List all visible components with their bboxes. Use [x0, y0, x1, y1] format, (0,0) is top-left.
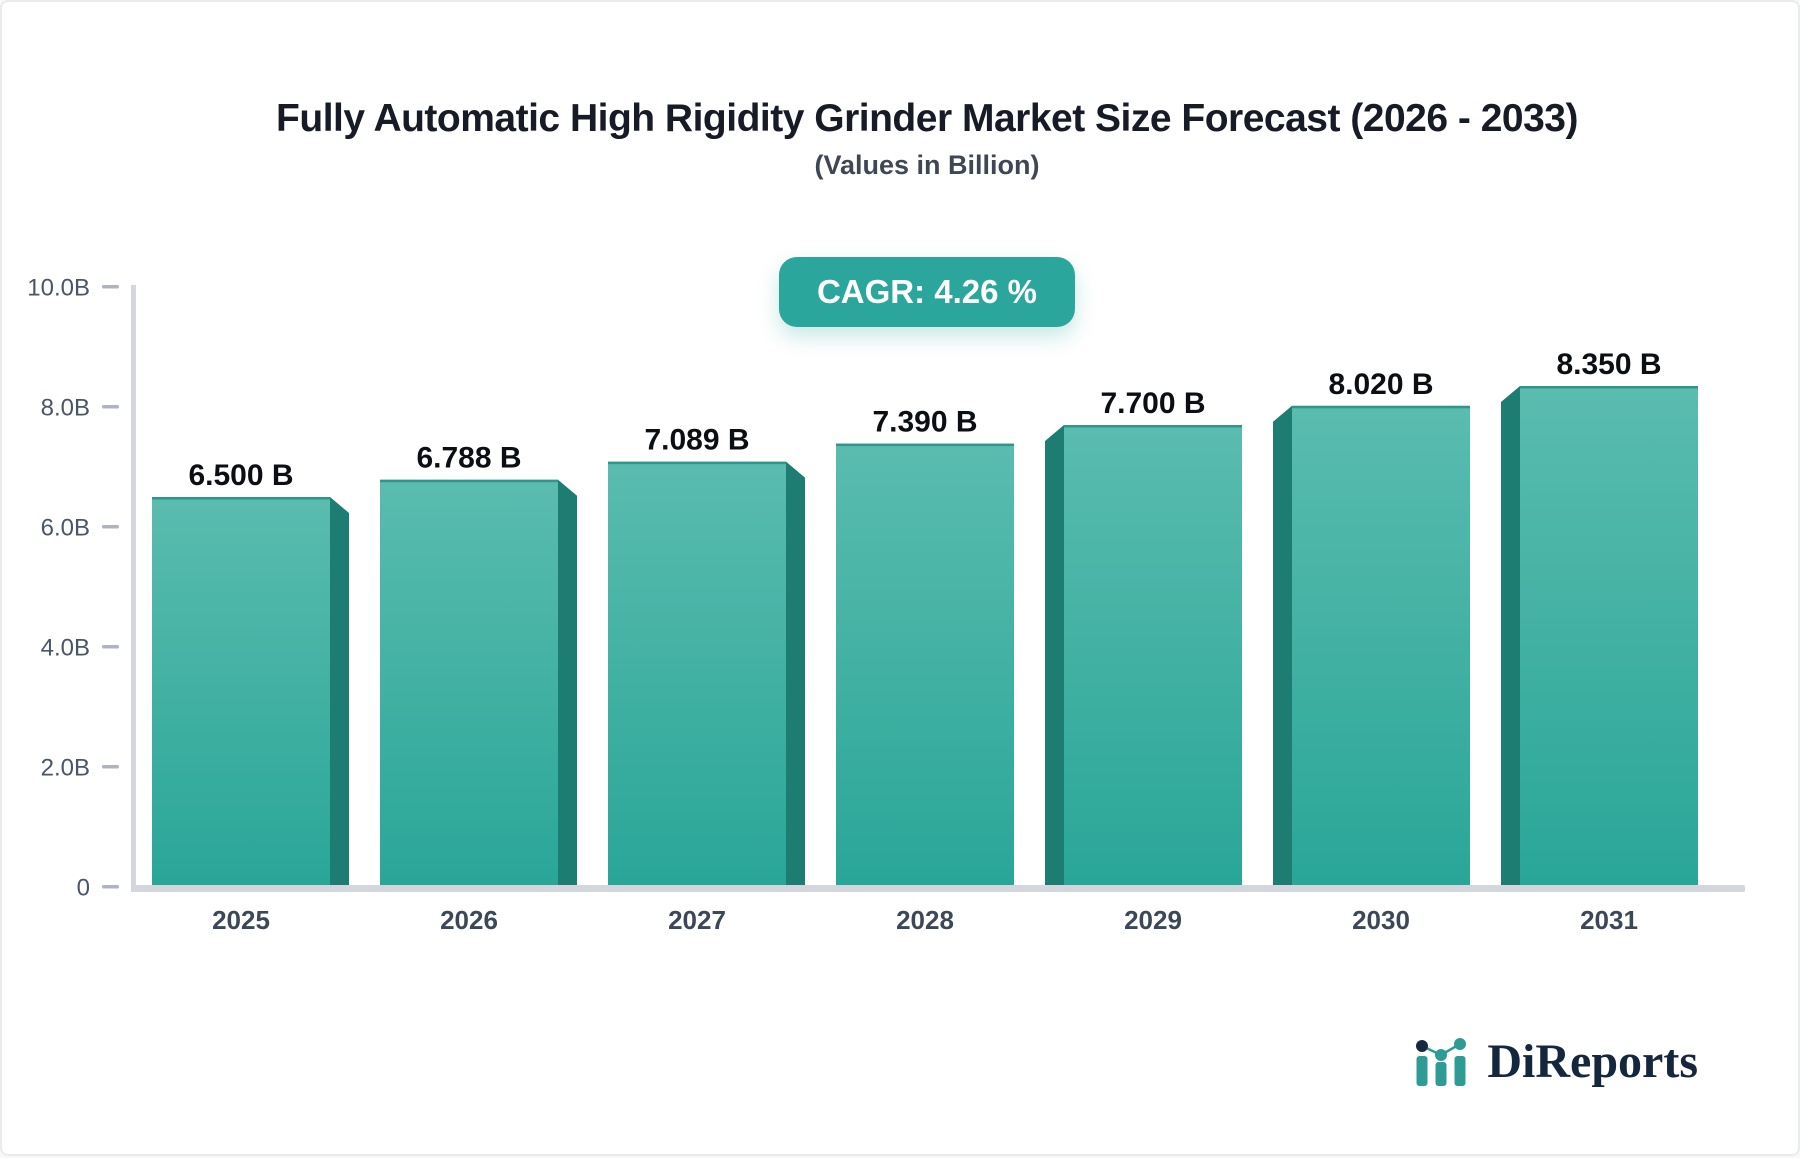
- y-axis-tick-label: 10.0B: [27, 275, 90, 302]
- bar-top-edge: [1292, 405, 1470, 409]
- bar-value-label: 7.089 B: [644, 424, 749, 457]
- x-axis-label: 2027: [668, 905, 726, 935]
- bar-3d-side: [786, 461, 805, 888]
- bar-2028: 7.390 B 2028: [836, 406, 1014, 935]
- bar-top-edge: [1520, 386, 1698, 389]
- bar-face: [1520, 386, 1698, 888]
- x-axis-label: 2026: [440, 905, 498, 935]
- y-axis-tick-label: 0: [77, 875, 90, 902]
- bar-value-label: 7.390 B: [872, 406, 977, 439]
- x-axis-line: [131, 885, 1745, 892]
- y-axis-tick: 2.0B: [41, 755, 119, 782]
- bar-value-label: 7.700 B: [1100, 387, 1205, 420]
- bar-3d-side: [1273, 405, 1292, 888]
- y-axis-tick-mark: [102, 765, 119, 769]
- bar-top-edge: [1064, 425, 1242, 428]
- bar-face: [836, 443, 1014, 888]
- bar-top-edge: [608, 461, 786, 465]
- bar-value-label: 6.500 B: [188, 459, 293, 492]
- bar-3d-side: [1045, 425, 1064, 888]
- bar-value-label: 6.788 B: [416, 442, 521, 475]
- x-axis-label: 2028: [896, 905, 954, 935]
- y-axis-tick-mark: [102, 405, 119, 409]
- bar-top-edge: [152, 497, 330, 500]
- bar-3d-side: [330, 497, 349, 888]
- x-axis-label: 2031: [1580, 905, 1638, 935]
- y-axis-tick-label: 6.0B: [41, 515, 90, 542]
- y-axis-tick: 0: [77, 875, 119, 902]
- y-axis-tick-mark: [102, 645, 119, 649]
- x-axis-label: 2029: [1124, 905, 1182, 935]
- bar-2026: 6.788 B 2026: [380, 442, 577, 935]
- y-axis-tick-label: 4.0B: [41, 635, 90, 662]
- x-axis-label: 2025: [212, 905, 270, 935]
- bar-top-edge: [836, 443, 1014, 447]
- y-axis-tick: 8.0B: [41, 395, 119, 422]
- bar-face: [1064, 425, 1242, 888]
- brand-logo: DiReports: [1413, 1034, 1698, 1090]
- chart-subtitle: (Values in Billion): [814, 150, 1040, 180]
- bar-face: [1292, 405, 1470, 888]
- y-axis-tick-mark: [102, 525, 119, 529]
- mini-bar-chart-icon: [1416, 1038, 1467, 1086]
- brand-logo-text: DiReports: [1487, 1035, 1698, 1088]
- bar-value-label: 8.020 B: [1328, 368, 1433, 401]
- bar-3d-side: [1501, 386, 1520, 888]
- y-axis-tick-mark: [102, 885, 119, 889]
- bar-2025: 6.500 B 2025: [152, 459, 349, 935]
- bar-2027: 7.089 B 2027: [608, 424, 805, 935]
- bar-3d-side: [558, 479, 577, 888]
- y-axis-tick-mark: [102, 285, 119, 289]
- bar-face: [608, 461, 786, 888]
- y-axis-tick-label: 2.0B: [41, 755, 90, 782]
- y-axis-tick: 6.0B: [41, 515, 119, 542]
- bar-2031: 8.350 B 2031: [1501, 348, 1698, 935]
- cagr-badge: CAGR: 4.26 %: [778, 257, 1076, 327]
- bar-value-label: 8.350 B: [1556, 348, 1661, 381]
- x-axis-label: 2030: [1352, 905, 1410, 935]
- bar-2029: 7.700 B 2029: [1045, 387, 1242, 935]
- cagr-badge-label: CAGR: 4.26 %: [816, 273, 1038, 310]
- y-axis-tick-label: 8.0B: [41, 395, 90, 422]
- y-axis-line: [131, 285, 136, 892]
- bar-face: [380, 479, 558, 888]
- bar-2030: 8.020 B 2030: [1273, 368, 1470, 935]
- y-axis-tick: 10.0B: [27, 275, 119, 302]
- bar-top-edge: [380, 479, 558, 483]
- page-title: Fully Automatic High Rigidity Grinder Ma…: [276, 97, 1578, 140]
- y-axis-tick: 4.0B: [41, 635, 119, 662]
- bar-face: [152, 497, 330, 888]
